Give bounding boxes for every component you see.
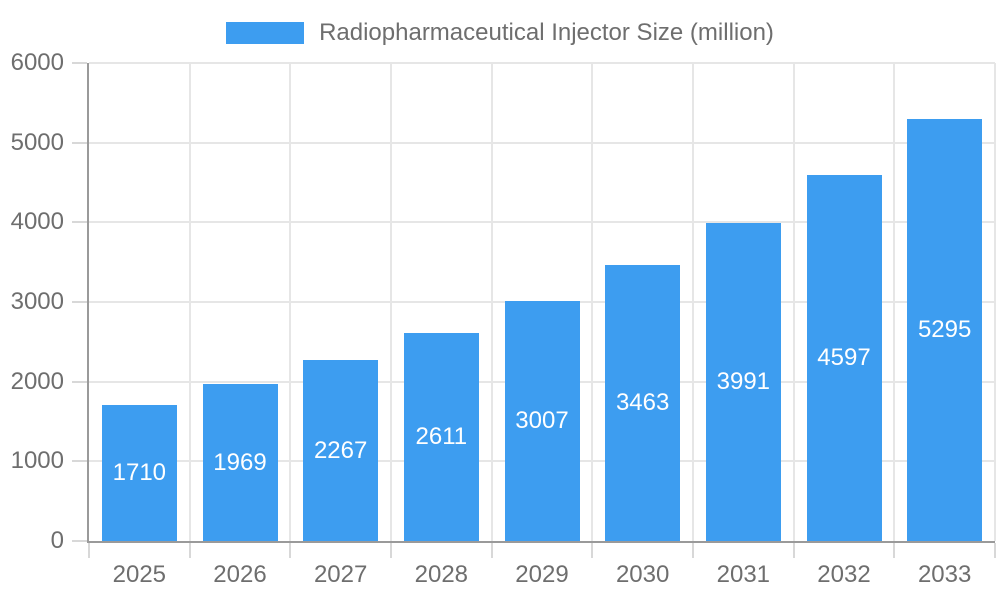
gridline-horizontal — [89, 141, 995, 144]
gridline-vertical — [188, 63, 191, 541]
x-axis-tick — [88, 543, 90, 558]
gridline-vertical — [591, 63, 594, 541]
x-axis-tick — [591, 543, 594, 558]
bar-value-label: 3991 — [716, 368, 771, 396]
y-axis-tick-label: 1000 — [10, 447, 64, 475]
y-axis-tick — [72, 460, 87, 463]
x-axis-tick-label: 2032 — [817, 561, 871, 588]
y-axis-tick-label: 4000 — [10, 208, 64, 236]
bar-value-label: 4597 — [817, 343, 871, 371]
bar-2029[interactable]: 3007 — [504, 301, 580, 541]
gridline-vertical — [692, 63, 694, 541]
bar-value-label: 2267 — [313, 436, 368, 464]
gridline-horizontal — [89, 221, 995, 224]
bar-value-label: 2611 — [415, 423, 468, 450]
legend[interactable]: Radiopharmaceutical Injector Size (milli… — [0, 18, 1000, 48]
x-axis-tick-label: 2033 — [917, 561, 972, 588]
y-axis-tick — [72, 141, 87, 144]
x-axis-tick — [893, 543, 896, 558]
legend-label: Radiopharmaceutical Injector Size (milli… — [319, 19, 774, 46]
x-axis-tick-label: 2026 — [213, 561, 267, 588]
x-axis-tick — [692, 543, 694, 558]
bar-2030[interactable]: 3463 — [605, 265, 681, 541]
bar-value-label: 1969 — [213, 448, 267, 476]
y-axis-tick-label: 0 — [50, 527, 64, 554]
y-axis-tick — [72, 540, 87, 542]
x-axis-tick-label: 2027 — [313, 561, 368, 588]
bar-2032[interactable]: 4597 — [806, 174, 882, 541]
bar-2028[interactable]: 2611 — [403, 333, 479, 541]
bar-2025[interactable]: 1710 — [101, 404, 177, 541]
plot-area: 0 1000 2000 3000 4000 5000 6000 1710 2025 1969 202… — [11, 49, 996, 588]
x-axis-tick-label: 2029 — [515, 561, 569, 588]
x-axis-tick-label: 2028 — [414, 561, 469, 588]
gridline-horizontal — [89, 62, 995, 64]
bar-2033[interactable]: 5295 — [907, 119, 983, 541]
bar-2026[interactable]: 1969 — [202, 384, 278, 541]
y-axis-tick — [72, 380, 87, 383]
x-axis-tick-label: 2025 — [112, 561, 167, 588]
gridline-vertical — [893, 63, 896, 541]
y-axis-tick — [72, 221, 87, 224]
bar-2027[interactable]: 2267 — [303, 360, 379, 541]
x-axis-tick — [792, 543, 795, 558]
y-axis-tick-label: 6000 — [10, 49, 64, 76]
gridline-vertical — [792, 63, 795, 541]
y-axis-tick-label: 5000 — [10, 128, 64, 156]
bar-value-label: 5295 — [917, 316, 972, 344]
x-axis-tick — [390, 543, 392, 558]
x-axis-tick — [490, 543, 493, 558]
y-axis-tick — [72, 62, 87, 64]
x-axis-tick — [188, 543, 191, 558]
gridline-vertical — [490, 63, 493, 541]
bar-value-label: 3463 — [615, 389, 670, 417]
legend-swatch — [226, 22, 305, 44]
y-axis-tick-label: 2000 — [10, 367, 64, 395]
x-axis-tick — [994, 543, 996, 558]
x-axis-tick-label: 2031 — [716, 561, 771, 588]
y-axis-tick — [72, 301, 87, 303]
bar-value-label: 3007 — [515, 407, 569, 435]
bar-value-label: 1710 — [112, 458, 167, 486]
y-axis-tick-label: 3000 — [10, 288, 64, 315]
x-axis-tick — [289, 543, 292, 558]
x-axis-tick-label: 2030 — [615, 561, 670, 588]
gridline-vertical — [390, 63, 392, 541]
gridline-vertical — [994, 63, 996, 541]
gridline-vertical — [289, 63, 292, 541]
bar-2031[interactable]: 3991 — [705, 223, 781, 541]
